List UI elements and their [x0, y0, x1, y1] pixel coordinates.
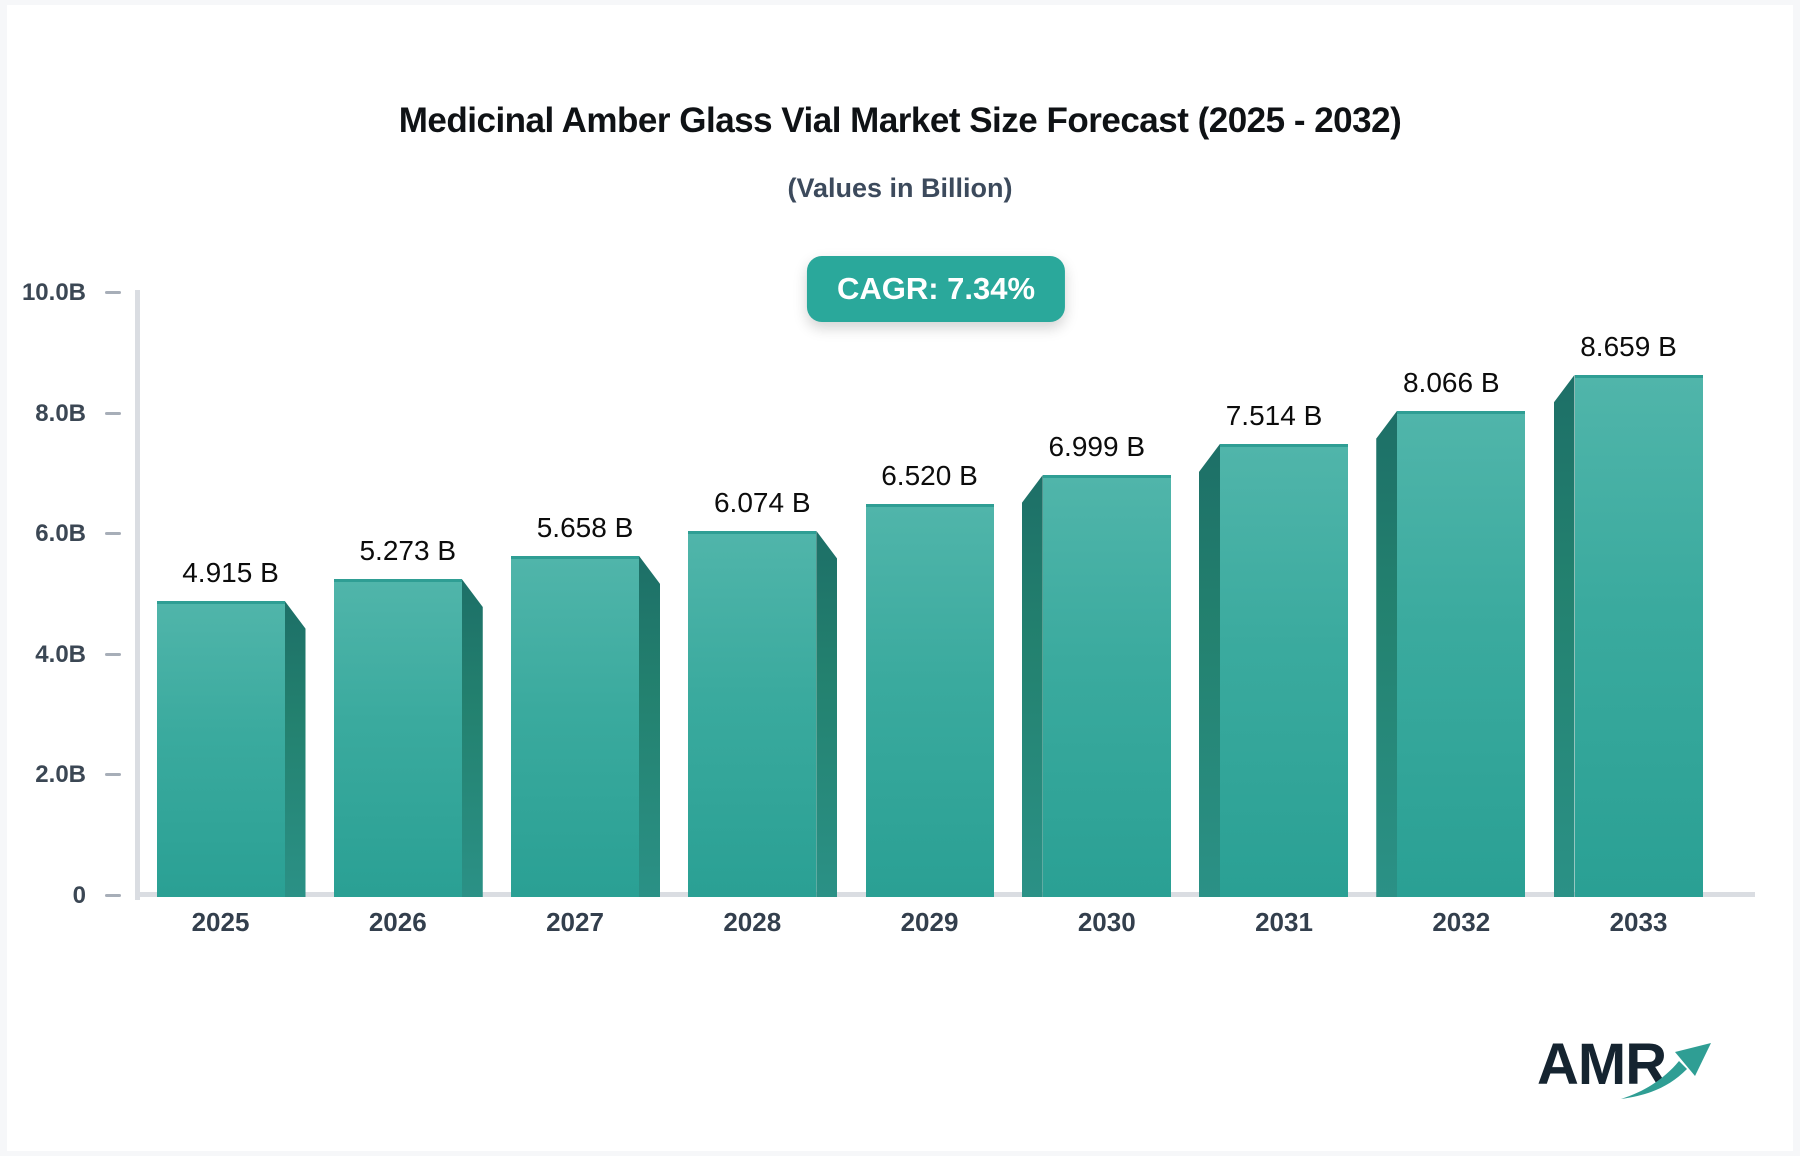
- chart-title: Medicinal Amber Glass Vial Market Size F…: [398, 101, 1402, 140]
- bar-side-face: [1553, 374, 1575, 897]
- bar-value-label: 4.915 B: [182, 556, 279, 588]
- bar-value-label: 6.074 B: [713, 486, 811, 518]
- growth-arrow-icon: [1619, 1037, 1715, 1108]
- y-tick-mark: [105, 652, 121, 656]
- x-tick-label: 2028: [723, 907, 782, 937]
- y-tick-mark: [105, 894, 121, 897]
- x-tick-label: 2032: [1432, 907, 1491, 937]
- y-tick-mark: [105, 773, 121, 777]
- y-tick-label: 8.0B: [35, 399, 86, 427]
- chart-page: Medicinal Amber Glass Vial Market Size F…: [7, 5, 1793, 1151]
- bar-value-label: 6.520 B: [881, 459, 978, 491]
- x-tick-label: 2030: [1077, 907, 1136, 937]
- bar-value-label: 5.658 B: [536, 511, 634, 543]
- x-tick-label: 2025: [191, 907, 250, 937]
- x-tick-label: 2029: [900, 907, 959, 937]
- bar-2026: [333, 579, 462, 897]
- y-tick-label: 0: [72, 882, 86, 909]
- bar-value-label: 6.999 B: [1048, 430, 1146, 462]
- bar-value-label: 8.659 B: [1580, 330, 1677, 362]
- bar-value-label: 5.273 B: [359, 535, 457, 567]
- y-tick-label: 2.0B: [35, 761, 86, 789]
- y-tick-mark: [105, 291, 121, 294]
- bar-2025: [156, 600, 285, 897]
- bar-side-face: [1376, 410, 1398, 897]
- bar-side-face: [1199, 443, 1220, 897]
- bar-value-label: 8.066 B: [1402, 366, 1500, 398]
- y-tick-mark: [105, 532, 121, 536]
- bar-2030: [1042, 474, 1171, 897]
- bar-2028: [688, 530, 817, 897]
- y-tick-mark: [105, 411, 121, 415]
- y-axis-line: [135, 290, 140, 900]
- bar-side-face: [639, 555, 660, 897]
- bar-2027: [511, 555, 639, 897]
- x-tick-label: 2033: [1609, 907, 1668, 937]
- bar-value-label: 7.514 B: [1225, 399, 1323, 431]
- y-tick-label: 10.0B: [21, 279, 86, 306]
- amr-logo-text: AMR: [1537, 1032, 1667, 1097]
- y-tick-label: 6.0B: [35, 520, 86, 548]
- cagr-badge: CAGR: 7.34%: [806, 256, 1066, 322]
- bar-side-face: [284, 600, 306, 897]
- x-tick-label: 2027: [546, 907, 604, 937]
- bar-2033: [1574, 374, 1703, 897]
- bar-side-face: [816, 530, 838, 897]
- x-tick-label: 2026: [368, 907, 427, 937]
- amr-logo: AMR: [1537, 1031, 1737, 1111]
- bar-2032: [1397, 410, 1526, 897]
- x-tick-label: 2031: [1255, 907, 1313, 937]
- bar-chart: 0 2.0B 4.0B 6.0B 8.0B 10.0B 4.915 B 2025 5.273 B…: [7, 5, 1793, 1151]
- bar-side-face: [461, 579, 483, 897]
- bar-2031: [1220, 443, 1348, 897]
- bar-2029: [865, 503, 994, 897]
- bar-side-face: [1021, 474, 1043, 897]
- y-tick-label: 4.0B: [35, 640, 86, 668]
- chart-subtitle: (Values in Billion): [787, 173, 1013, 203]
